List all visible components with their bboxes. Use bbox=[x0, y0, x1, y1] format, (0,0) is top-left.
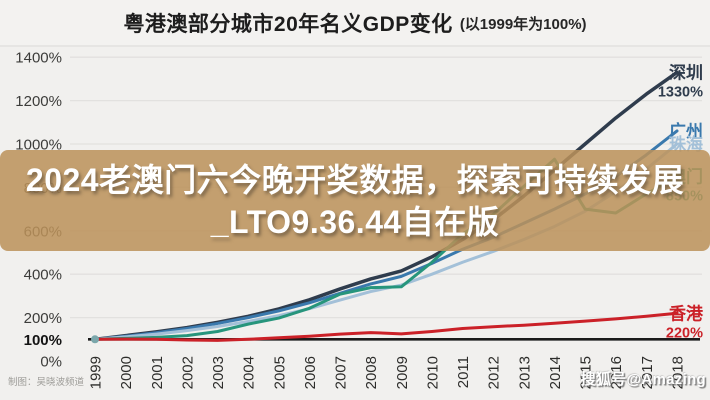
y-tick-label: 600% bbox=[24, 223, 62, 240]
x-tick-label: 1999 bbox=[88, 356, 105, 389]
y-tick-label: 800% bbox=[24, 180, 62, 197]
series-label-珠海: 珠海 bbox=[669, 134, 703, 154]
chart-header: 粤港澳部分城市20年名义GDP变化 (以1999年为100%) bbox=[0, 0, 710, 47]
series-label-广州: 广州 bbox=[669, 121, 703, 141]
series-line-香港 bbox=[93, 311, 679, 342]
y-tick-label: 100% bbox=[24, 332, 62, 349]
series-value-深圳: 1330% bbox=[658, 84, 703, 100]
x-tick-label: 2015 bbox=[578, 356, 595, 389]
y-tick-label: 1000% bbox=[15, 137, 62, 154]
y-tick-label: 400% bbox=[24, 267, 62, 284]
x-tick-label: 2002 bbox=[179, 356, 196, 389]
x-tick-label: 2013 bbox=[516, 356, 533, 389]
x-tick-label: 2017 bbox=[639, 356, 656, 389]
chart-title: 粤港澳部分城市20年名义GDP变化 bbox=[123, 12, 453, 36]
x-tick-label: 2005 bbox=[271, 356, 288, 389]
x-tick-label: 2007 bbox=[333, 356, 350, 389]
sohu-watermark: 搜狐号@Amazing bbox=[580, 371, 706, 388]
series-value-香港: 220% bbox=[666, 325, 703, 341]
y-tick-label: 0% bbox=[40, 354, 62, 371]
x-tick-label: 2001 bbox=[149, 356, 166, 389]
x-tick-label: 2003 bbox=[210, 356, 227, 389]
start-point-marker bbox=[91, 335, 99, 344]
chart-title-note: (以1999年为100%) bbox=[459, 16, 587, 33]
credit-watermark: 制图：吴晓波频道 bbox=[8, 377, 85, 388]
series-label-香港: 香港 bbox=[669, 303, 704, 323]
x-tick-label: 2012 bbox=[486, 356, 503, 389]
y-tick-label: 1200% bbox=[15, 93, 62, 110]
y-tick-label: 1400% bbox=[15, 50, 62, 67]
x-tick-label: 2000 bbox=[118, 356, 135, 389]
x-tick-label: 2018 bbox=[670, 356, 687, 389]
series-value-澳门: 850% bbox=[666, 189, 703, 205]
y-tick-label: 200% bbox=[24, 310, 62, 327]
x-tick-label: 2008 bbox=[363, 356, 380, 389]
series-label-澳门: 澳门 bbox=[669, 167, 703, 187]
x-tick-label: 2014 bbox=[547, 356, 564, 389]
series-line-深圳 bbox=[93, 70, 679, 342]
x-tick-label: 2016 bbox=[608, 356, 625, 389]
x-tick-label: 2011 bbox=[455, 356, 472, 388]
series-label-深圳: 深圳 bbox=[669, 62, 703, 82]
x-tick-label: 2004 bbox=[241, 356, 258, 389]
x-tick-label: 2006 bbox=[302, 356, 319, 389]
series-line-广州 bbox=[93, 129, 679, 341]
x-tick-label: 2010 bbox=[424, 356, 441, 389]
series-line-珠海 bbox=[93, 142, 679, 341]
x-tick-label: 2009 bbox=[394, 356, 411, 389]
series-line-澳门 bbox=[93, 157, 679, 341]
